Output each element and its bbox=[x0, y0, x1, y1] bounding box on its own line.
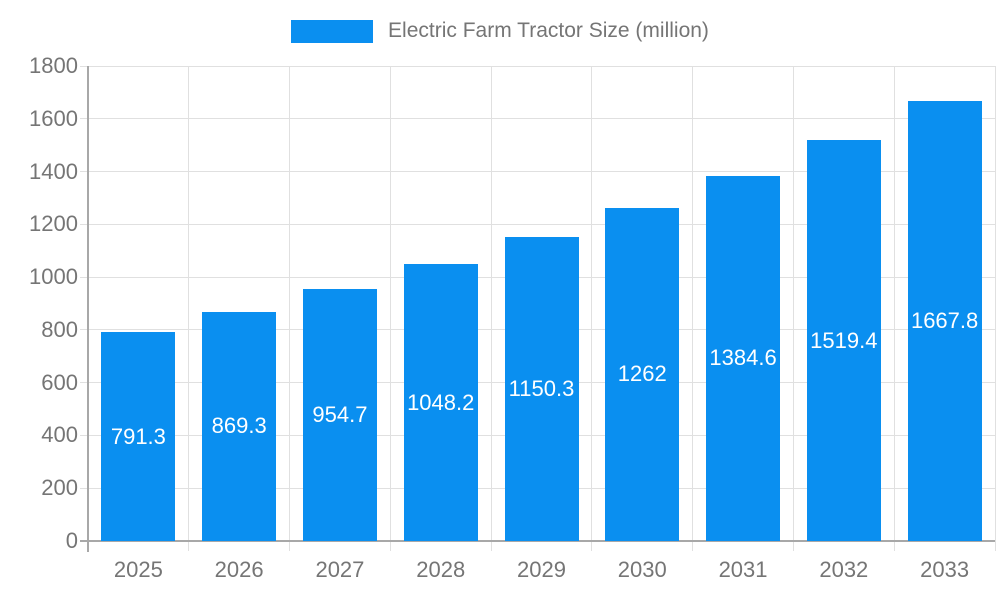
bar-value-label: 1262 bbox=[617, 361, 667, 387]
gridline-horizontal bbox=[80, 223, 995, 225]
legend-swatch bbox=[291, 19, 374, 43]
bar-value-label: 1519.4 bbox=[810, 327, 878, 353]
y-tick-label: 1000 bbox=[29, 264, 78, 290]
bar-value-label: 1384.6 bbox=[709, 345, 777, 371]
bar: 1519.4 bbox=[806, 140, 881, 541]
gridline-vertical bbox=[188, 66, 190, 551]
y-tick-label: 1400 bbox=[29, 158, 78, 184]
gridline-vertical bbox=[893, 66, 895, 551]
x-tick-label: 2031 bbox=[718, 557, 768, 582]
x-tick-label: 2026 bbox=[214, 557, 264, 582]
x-tick-label: 2032 bbox=[819, 557, 869, 582]
x-axis-line bbox=[80, 540, 995, 542]
gridline-vertical bbox=[692, 66, 694, 551]
bar: 954.7 bbox=[302, 289, 377, 541]
x-tick-label: 2033 bbox=[920, 557, 970, 582]
legend-label: Electric Farm Tractor Size (million) bbox=[388, 19, 709, 42]
bar: 1048.2 bbox=[403, 264, 478, 541]
bar: 1384.6 bbox=[706, 175, 781, 541]
y-tick-label: 1800 bbox=[29, 53, 78, 78]
gridline-horizontal bbox=[80, 118, 995, 120]
y-tick-label: 800 bbox=[41, 316, 78, 342]
gridline-vertical bbox=[994, 66, 996, 551]
y-tick-label: 200 bbox=[41, 475, 78, 501]
x-tick-label: 2028 bbox=[416, 557, 466, 582]
y-tick-label: 0 bbox=[65, 528, 78, 553]
bar-value-label: 1048.2 bbox=[407, 389, 475, 415]
gridline-vertical bbox=[792, 66, 794, 551]
gridline-horizontal bbox=[80, 65, 995, 67]
y-tick-label: 1600 bbox=[29, 105, 78, 131]
x-tick-label: 2030 bbox=[617, 557, 667, 582]
x-tick-label: 2025 bbox=[113, 557, 163, 582]
bar-value-label: 869.3 bbox=[211, 413, 267, 439]
bar: 1667.8 bbox=[907, 100, 982, 541]
y-tick-label: 1200 bbox=[29, 211, 78, 237]
y-tick-label: 400 bbox=[41, 422, 78, 448]
chart-legend: Electric Farm Tractor Size (million) bbox=[0, 19, 1000, 43]
bar-value-label: 1667.8 bbox=[910, 307, 979, 333]
bar-value-label: 791.3 bbox=[110, 423, 166, 449]
bar: 791.3 bbox=[101, 332, 176, 541]
plot-area: 791.3 869.3 954.7 1048.2 1150.3 1262 1384.6 151… bbox=[80, 65, 996, 552]
bar: 869.3 bbox=[202, 311, 277, 541]
gridline-vertical bbox=[289, 66, 291, 551]
x-tick-label: 2027 bbox=[315, 557, 365, 582]
bar: 1262 bbox=[605, 207, 680, 541]
x-tick-label: 2029 bbox=[517, 557, 566, 582]
bar-value-label: 1150.3 bbox=[508, 376, 575, 402]
gridline-vertical bbox=[389, 66, 391, 551]
y-tick-label: 600 bbox=[41, 369, 78, 395]
gridline-vertical bbox=[490, 66, 492, 551]
gridline-horizontal bbox=[80, 171, 995, 173]
gridline-vertical bbox=[591, 66, 593, 551]
y-axis-line bbox=[87, 66, 89, 552]
bar: 1150.3 bbox=[504, 237, 579, 541]
bar-value-label: 954.7 bbox=[312, 402, 368, 428]
